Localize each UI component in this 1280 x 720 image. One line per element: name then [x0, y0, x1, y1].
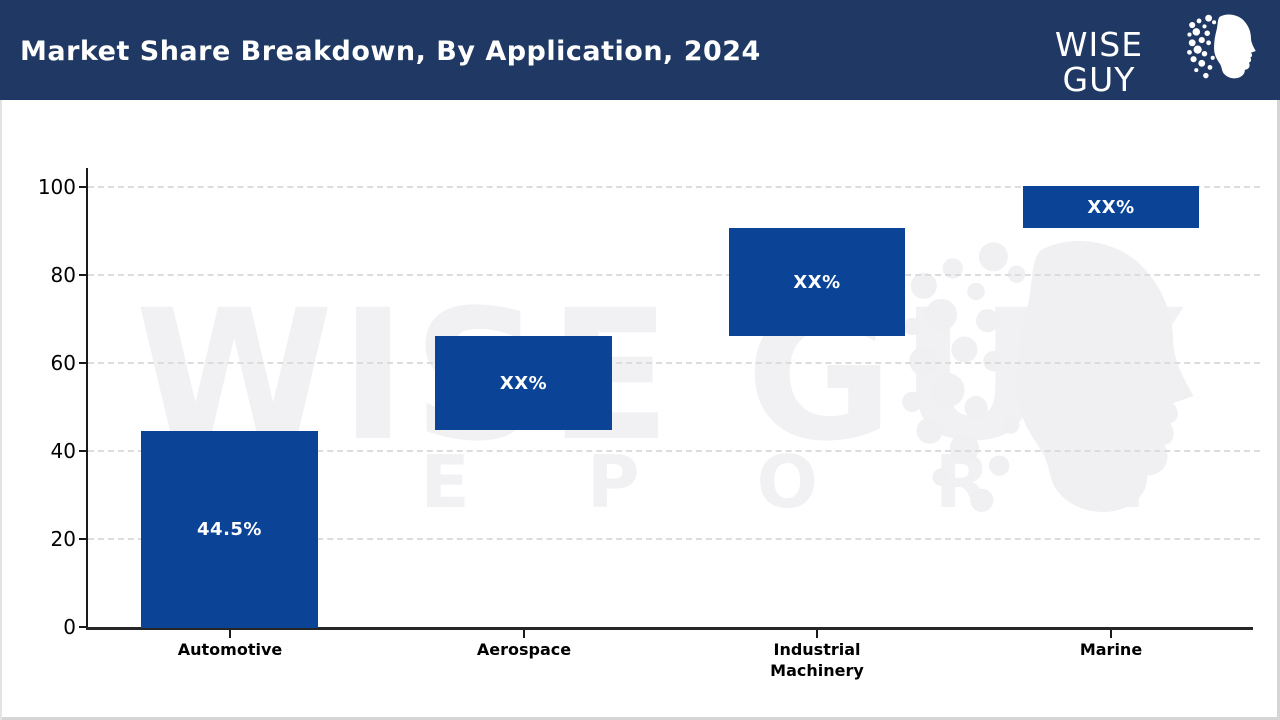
logo-text: WISE GUY R E P O R T S [1018, 25, 1180, 128]
y-tick-label-40: 40 [50, 439, 76, 463]
x-label-marine: Marine [1001, 640, 1221, 661]
x-tick-automotive [229, 630, 231, 638]
bar-value-label: 44.5% [197, 519, 262, 540]
page-right-border [1277, 100, 1280, 720]
x-tick-aerospace [523, 630, 525, 638]
gridline-40 [88, 450, 1260, 452]
gridline-80 [88, 274, 1260, 276]
y-tick-20 [79, 538, 86, 540]
x-label-line: Industrial [773, 640, 861, 659]
x-label-industrial-machinery: Industrial Machinery [707, 640, 927, 682]
bar-marine: XX% [1023, 186, 1199, 228]
x-axis-line [86, 627, 1253, 630]
y-tick-label-60: 60 [50, 351, 76, 375]
x-label-aerospace: Aerospace [414, 640, 634, 661]
logo-face-icon [1187, 14, 1256, 79]
page-left-border [0, 100, 2, 720]
x-label-automotive: Automotive [120, 640, 340, 661]
x-label-line: Machinery [770, 660, 864, 680]
x-label-line: Automotive [177, 640, 283, 659]
bar-automotive: 44.5% [141, 431, 318, 628]
page-title: Market Share Breakdown, By Application, … [20, 36, 761, 67]
bar-aerospace: XX% [435, 336, 612, 430]
bar-value-label: XX% [1087, 196, 1135, 218]
y-tick-80 [79, 274, 86, 276]
y-tick-label-0: 0 [63, 615, 76, 639]
gridline-100 [88, 186, 1260, 188]
x-tick-marine [1110, 630, 1112, 638]
header-bar: Market Share Breakdown, By Application, … [0, 0, 1280, 127]
gridline-20 [88, 538, 1260, 540]
x-label-line: Marine [1079, 640, 1143, 659]
watermark-face-icon [902, 241, 1194, 512]
bar-industrial-machinery: XX% [729, 228, 905, 336]
logo-wiseguy-text: WISE GUY [1054, 25, 1144, 99]
logo-reports-text: R E P O R T S [1028, 99, 1174, 128]
page-bottom-border [0, 717, 1280, 720]
wise-guy-reports-logo: WISE GUY R E P O R T S [1018, 6, 1268, 127]
bar-value-label: XX% [793, 271, 841, 293]
y-axis-line [86, 168, 88, 629]
y-tick-label-100: 100 [37, 175, 76, 199]
bar-value-label: XX% [499, 372, 548, 394]
y-tick-100 [79, 186, 86, 188]
y-tick-60 [79, 362, 86, 364]
y-tick-label-20: 20 [50, 527, 76, 551]
gridline-60 [88, 362, 1260, 364]
y-tick-0 [79, 626, 86, 628]
x-label-line: Aerospace [476, 640, 572, 659]
x-tick-industrial-machinery [816, 630, 818, 638]
y-tick-label-80: 80 [50, 263, 76, 287]
y-tick-40 [79, 450, 86, 452]
